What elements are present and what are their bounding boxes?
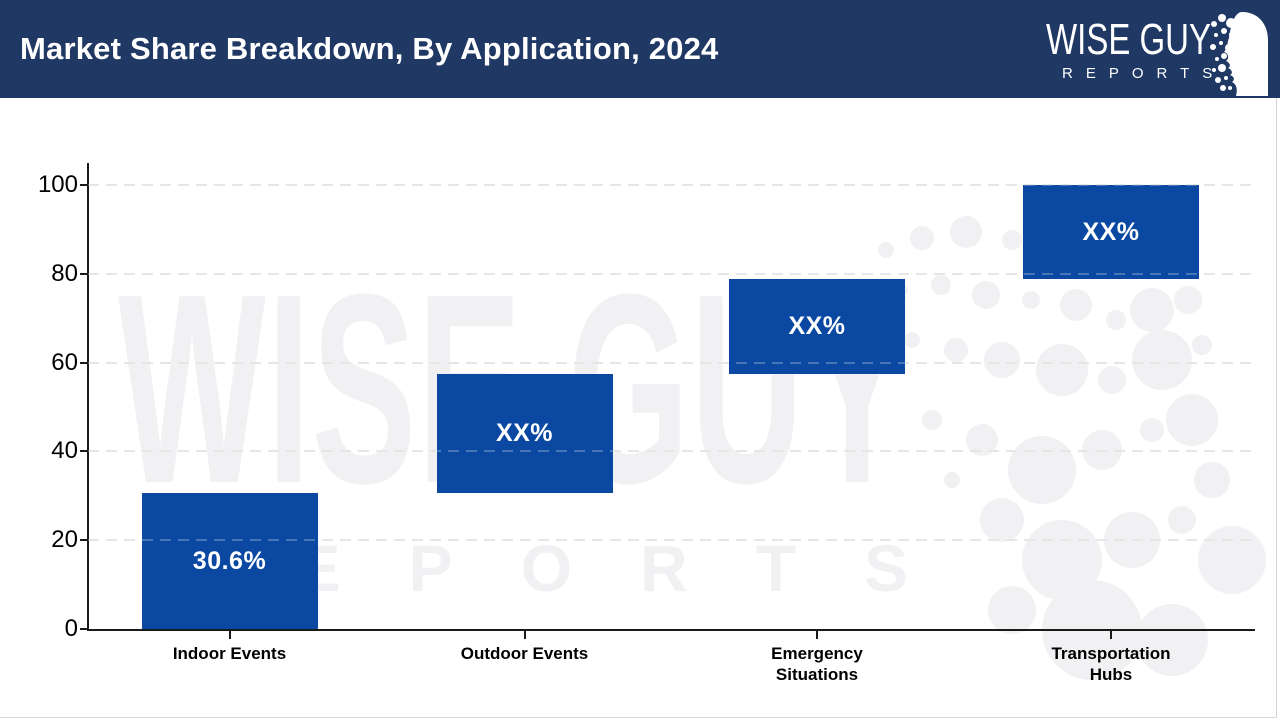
y-axis-line — [87, 163, 89, 631]
gridline-60 — [88, 361, 1254, 364]
y-axis-tick-60 — [80, 361, 88, 364]
y-axis-tick-label: 80 — [51, 259, 78, 287]
y-axis-tick-label: 100 — [37, 171, 78, 198]
header-bar: Market Share Breakdown, By Application, … — [0, 0, 1280, 98]
bar-transportation-hubs: XX% — [1023, 185, 1199, 280]
y-axis-tick-0 — [80, 628, 88, 630]
bar-outdoor-events: XX% — [436, 373, 613, 494]
y-axis-tick-80 — [80, 272, 88, 275]
gridline-40 — [88, 450, 1254, 453]
gridline-80 — [88, 272, 1254, 275]
x-axis-line — [87, 629, 1255, 631]
y-axis-tick-label: 0 — [64, 615, 78, 642]
y-axis-tick-label: 60 — [51, 348, 78, 376]
bar-indoor-events: 30.6% — [141, 493, 318, 629]
category-label-4: Transportation Hubs — [1051, 644, 1171, 685]
category-label-1: Indoor Events — [172, 644, 287, 663]
bar-value-label: XX% — [788, 311, 846, 340]
logo-wordmark: WISE GUY — [1046, 15, 1212, 64]
y-axis-tick-label: 40 — [51, 437, 78, 465]
bar-emergency-situations: XX% — [729, 279, 905, 374]
bar-value-label: 30.6% — [192, 546, 267, 575]
chart-title: Market Share Breakdown, By Application, … — [20, 31, 719, 66]
bar-value-label: XX% — [495, 418, 554, 447]
y-axis-tick-label: 20 — [51, 526, 78, 554]
head-profile-logo-icon — [1210, 12, 1268, 96]
x-axis-tick-3 — [816, 631, 818, 639]
category-label-2: Outdoor Events — [460, 644, 589, 663]
y-axis-tick-20 — [80, 539, 88, 542]
chart-canvas: WISE GUY REPORTS 0 20 40 60 80 100 30.6% Indoor… — [0, 98, 1277, 718]
gridline-100 — [88, 184, 1254, 186]
logo-subtext: REPORTS — [1062, 65, 1226, 82]
y-axis-tick-100 — [80, 184, 88, 186]
x-axis-tick-2 — [523, 631, 526, 639]
x-axis-tick-1 — [228, 631, 231, 639]
bar-value-label: XX% — [1082, 217, 1140, 246]
gridline-20 — [88, 539, 1254, 542]
x-axis-tick-4 — [1110, 631, 1112, 639]
wise-guy-logo: WISE GUY REPORTS — [1040, 8, 1272, 96]
category-label-3: Emergency Situations — [771, 644, 863, 685]
y-axis-tick-40 — [80, 450, 88, 453]
